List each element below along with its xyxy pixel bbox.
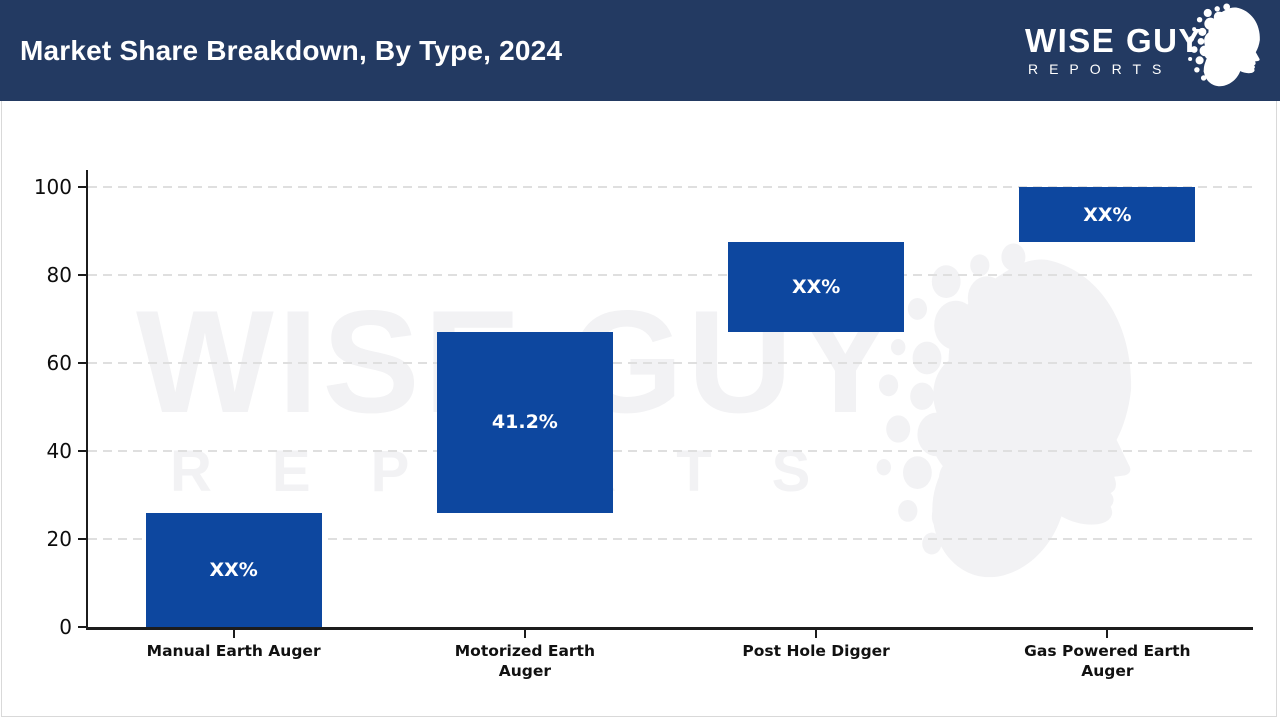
bar-value-label-1: XX% — [209, 559, 258, 581]
gridline-y80 — [88, 274, 1253, 276]
x-tick-label-3: Post Hole Digger — [701, 641, 931, 661]
x-tick-mark-4 — [1106, 630, 1109, 638]
gridline-y40 — [88, 450, 1253, 452]
x-tick-mark-2 — [523, 630, 526, 638]
x-tick-label-1: Manual Earth Auger — [119, 641, 349, 661]
gridline-y20 — [88, 538, 1253, 540]
chart-card — [1, 101, 1277, 717]
y-tick-label-0: 0 — [59, 615, 72, 639]
bar-4: XX% — [1019, 187, 1196, 242]
y-tick-mark-60 — [78, 362, 88, 364]
y-tick-mark-100 — [78, 186, 88, 188]
bar-value-label-3: XX% — [791, 275, 841, 298]
logo-wordmark: WISE GUY — [1024, 22, 1202, 59]
y-tick-label-20: 20 — [46, 527, 72, 551]
x-tick-mark-3 — [815, 630, 818, 638]
y-tick-label-40: 40 — [46, 439, 72, 463]
wise-guy-logo: WISE GUY REPORTS — [1024, 3, 1270, 97]
gridline-y60 — [88, 362, 1253, 364]
logo-face-icon — [1188, 3, 1260, 87]
header: Market Share Breakdown, By Type, 2024 WI… — [0, 0, 1280, 101]
logo-subtitle: REPORTS — [1027, 61, 1173, 77]
x-tick-label-line: Auger — [498, 662, 552, 680]
bar-3: XX% — [728, 242, 905, 332]
x-tick-label-line: Manual Earth Auger — [146, 642, 321, 660]
y-tick-mark-0 — [78, 626, 88, 628]
x-tick-label-4: Gas Powered Earth Auger — [992, 641, 1222, 681]
x-tick-label-line: Gas Powered Earth — [1024, 642, 1191, 660]
x-tick-label-line: Post Hole Digger — [742, 642, 890, 660]
bar-value-label-2: 41.2% — [491, 411, 558, 434]
y-tick-mark-40 — [78, 450, 88, 452]
y-tick-mark-20 — [78, 538, 88, 540]
bar-value-label-4: XX% — [1083, 203, 1132, 226]
gridline-y100 — [88, 186, 1253, 188]
page-title: Market Share Breakdown, By Type, 2024 — [20, 34, 563, 66]
y-tick-label-80: 80 — [46, 263, 72, 287]
x-tick-mark-1 — [232, 630, 235, 638]
y-tick-label-60: 60 — [46, 351, 72, 375]
logo-text: WISE GUY REPORTS — [1024, 22, 1202, 78]
x-tick-label-line: Motorized Earth — [454, 642, 595, 660]
bar-1: XX% — [145, 513, 322, 627]
y-tick-label-100: 100 — [33, 175, 72, 199]
x-tick-label-line: Auger — [1081, 662, 1134, 680]
x-tick-label-2: Motorized Earth Auger — [410, 641, 640, 681]
y-axis-line — [86, 170, 88, 630]
y-tick-mark-80 — [78, 274, 88, 276]
bar-2: 41.2% — [436, 331, 613, 514]
x-axis-line — [86, 627, 1253, 630]
